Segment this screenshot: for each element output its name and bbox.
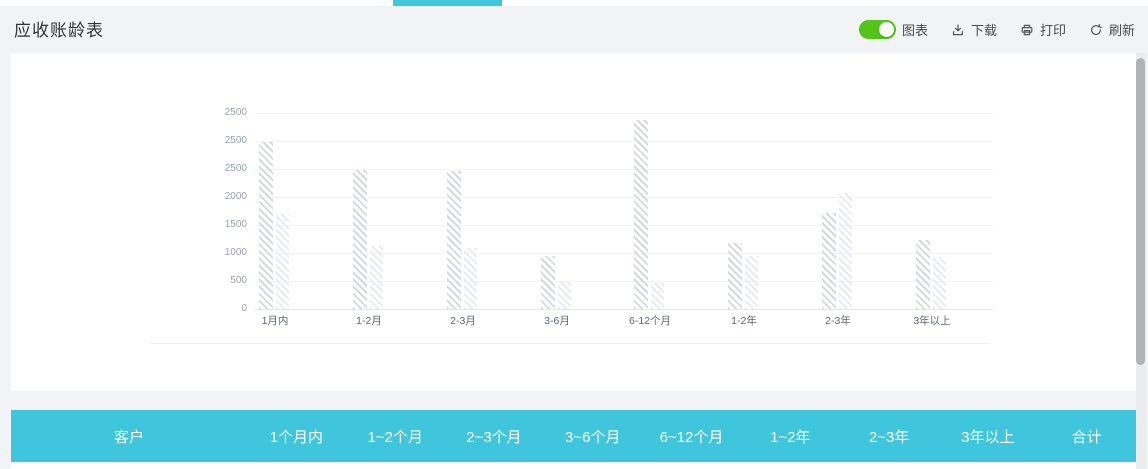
x-tick-label: 2-3月 — [450, 315, 476, 327]
x-tick-label: 6-12个月 — [628, 315, 671, 327]
refresh-icon — [1089, 23, 1103, 37]
bar-series1-1 — [353, 170, 367, 309]
chart-toggle-group: 图表 — [858, 20, 928, 39]
y-gridline — [255, 169, 993, 170]
y-tick-label: 500 — [230, 275, 247, 286]
y-gridline — [255, 197, 993, 198]
y-tick-label: 1500 — [224, 219, 247, 230]
chart-bottom-divider — [150, 343, 991, 344]
download-label: 下载 — [970, 23, 997, 38]
y-tick-label: 1000 — [224, 247, 247, 258]
table-header-cell-2: 1~2个月 — [367, 428, 423, 446]
x-tick-label: 1月内 — [261, 315, 289, 327]
bar-series1-6 — [822, 213, 836, 309]
x-tick-label: 1-2月 — [356, 315, 382, 327]
bar-series2-2 — [464, 248, 477, 309]
x-tick-label: 3年以上 — [913, 315, 951, 327]
page-header: 应收账龄表 图表 下载 打印 — [0, 6, 1148, 53]
chart-toggle[interactable] — [858, 20, 896, 39]
bar-series2-7 — [933, 257, 946, 309]
y-tick-label: 2500 — [224, 163, 247, 174]
y-gridline — [255, 225, 993, 226]
bar-series2-3 — [558, 281, 571, 309]
x-axis-baseline — [255, 309, 993, 310]
chart-toggle-label: 图表 — [901, 23, 928, 38]
bar-series2-1 — [370, 246, 383, 309]
print-label: 打印 — [1039, 23, 1066, 38]
bar-series2-5 — [745, 256, 758, 309]
y-tick-label: 2500 — [224, 107, 247, 118]
y-gridline — [255, 113, 993, 114]
bar-series1-7 — [916, 240, 930, 309]
y-gridline — [255, 253, 993, 254]
table-header-cell-0: 客户 — [113, 428, 144, 446]
y-tick-label: 0 — [241, 303, 247, 314]
table-first-row — [11, 462, 1136, 469]
y-gridline — [255, 281, 993, 282]
table-header-cell-7: 2~3年 — [868, 428, 910, 446]
table-header-cell-3: 2~3个月 — [466, 428, 522, 446]
x-tick-label: 1-2年 — [731, 315, 757, 327]
bar-series2-4 — [651, 283, 664, 309]
bar-series1-0 — [259, 142, 273, 309]
table-header-cell-6: 1~2年 — [770, 428, 811, 446]
toggle-thumb — [878, 22, 894, 37]
y-gridline — [255, 141, 993, 142]
active-tab-indicator — [393, 0, 502, 6]
table-header-cell-1: 1个月内 — [269, 428, 324, 446]
bar-series2-0 — [276, 214, 289, 309]
y-tick-label: 2500 — [224, 135, 247, 146]
print-button[interactable]: 打印 — [1020, 20, 1066, 39]
y-tick-label: 2000 — [224, 191, 247, 202]
toolbar: 图表 下载 打印 刷新 — [858, 6, 1135, 53]
download-button[interactable]: 下载 — [951, 20, 997, 39]
x-tick-label: 3-6月 — [544, 315, 570, 327]
bar-series1-4 — [634, 120, 648, 309]
table-header-cell-9: 合计 — [1071, 428, 1102, 446]
download-icon — [951, 23, 965, 37]
scrollbar-thumb[interactable] — [1136, 58, 1145, 365]
table-header-cell-4: 3~6个月 — [565, 428, 621, 446]
chart-card: 0 500 1000 1500 2000 2500 2500 2500 1月内 1-2月 2-3月 3… — [11, 53, 1136, 391]
bar-series2-6 — [839, 193, 852, 309]
table-header-cell-5: 6~12个月 — [659, 428, 724, 446]
bar-series1-5 — [728, 243, 742, 309]
table-header-cell-8: 3年以上 — [961, 428, 1015, 446]
page-title: 应收账龄表 — [14, 21, 104, 40]
bar-series1-3 — [541, 256, 555, 309]
print-icon — [1020, 23, 1034, 37]
table-header: 客户 1个月内 1~2个月 2~3个月 3~6个月 6~12个月 1~2年 2~3年 3年以上 合… — [11, 410, 1136, 462]
refresh-label: 刷新 — [1108, 23, 1135, 38]
top-strip — [0, 0, 1148, 6]
refresh-button[interactable]: 刷新 — [1089, 20, 1135, 39]
x-tick-label: 2-3年 — [825, 315, 851, 327]
bar-series1-2 — [447, 171, 461, 309]
